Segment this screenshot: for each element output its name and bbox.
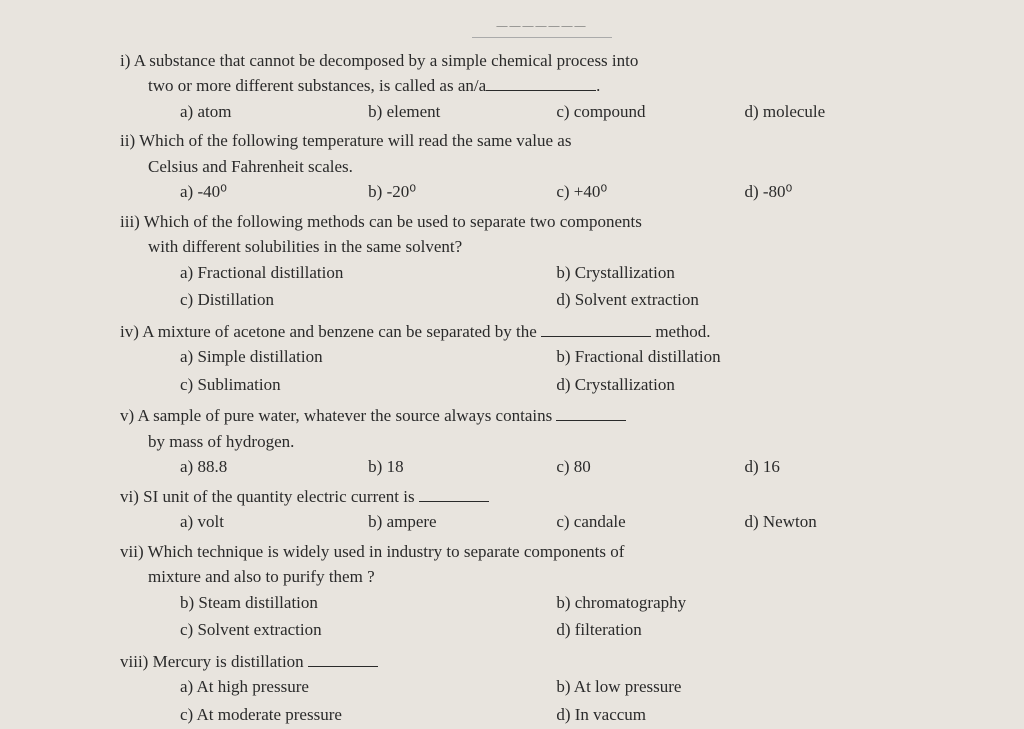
option-b[interactable]: b) Fractional distillation [556, 344, 932, 370]
option-d[interactable]: d) Solvent extraction [556, 287, 932, 313]
options: a) -40⁰ b) -20⁰ c) +40⁰ d) -80⁰ [120, 179, 964, 205]
option-c[interactable]: c) 80 [556, 454, 744, 480]
option-a[interactable]: a) Simple distillation [180, 344, 556, 370]
question-vi: vi) SI unit of the quantity electric cur… [120, 484, 964, 535]
q-text-line2: by mass of hydrogen. [148, 432, 294, 451]
q-num: viii) [120, 652, 148, 671]
option-b[interactable]: b) -20⁰ [368, 179, 556, 205]
question-vii: vii) Which technique is widely used in i… [120, 539, 964, 645]
q-text-line2: two or more different substances, is cal… [148, 76, 486, 95]
option-d[interactable]: d) Newton [744, 509, 932, 535]
option-a[interactable]: a) Fractional distillation [180, 260, 556, 286]
q-trailing: method. [655, 322, 710, 341]
options: a) Fractional distillation b) Crystalliz… [120, 260, 964, 315]
q-text-line2: with different solubilities in the same … [148, 237, 462, 256]
q-num: i) [120, 51, 130, 70]
option-d[interactable]: d) -80⁰ [744, 179, 932, 205]
option-c[interactable]: c) Distillation [180, 287, 556, 313]
blank [486, 74, 596, 91]
option-c[interactable]: c) Solvent extraction [180, 617, 556, 643]
option-d[interactable]: d) molecule [744, 99, 932, 125]
option-a[interactable]: a) 88.8 [180, 454, 368, 480]
option-d[interactable]: d) Crystallization [556, 372, 932, 398]
option-c[interactable]: c) compound [556, 99, 744, 125]
q-text-line1: A mixture of acetone and benzene can be … [142, 322, 537, 341]
question-viii: viii) Mercury is distillation a) At high… [120, 649, 964, 729]
options: a) 88.8 b) 18 c) 80 d) 16 [120, 454, 964, 480]
q-num: vii) [120, 542, 144, 561]
option-a[interactable]: a) atom [180, 99, 368, 125]
q-text-line1: A substance that cannot be decomposed by… [134, 51, 639, 70]
option-c[interactable]: c) candale [556, 509, 744, 535]
option-b[interactable]: b) Crystallization [556, 260, 932, 286]
option-c[interactable]: c) Sublimation [180, 372, 556, 398]
q-trailing: . [596, 76, 600, 95]
options: a) atom b) element c) compound d) molecu… [120, 99, 964, 125]
q-num: ii) [120, 131, 135, 150]
option-c[interactable]: c) +40⁰ [556, 179, 744, 205]
question-v: v) A sample of pure water, whatever the … [120, 403, 964, 480]
header-artifact: ——————— [472, 18, 612, 38]
blank [419, 485, 489, 502]
question-iii: iii) Which of the following methods can … [120, 209, 964, 315]
q-num: iv) [120, 322, 139, 341]
blank [556, 404, 626, 421]
options: a) At high pressure b) At low pressure c… [120, 674, 964, 729]
option-b[interactable]: b) At low pressure [556, 674, 932, 700]
option-d[interactable]: d) filteration [556, 617, 932, 643]
q-text-line1: Which technique is widely used in indust… [148, 542, 625, 561]
option-a[interactable]: b) Steam distillation [180, 590, 556, 616]
option-b[interactable]: b) ampere [368, 509, 556, 535]
q-num: v) [120, 406, 134, 425]
q-text-line1: Which of the following temperature will … [139, 131, 571, 150]
q-text-line2: Celsius and Fahrenheit scales. [148, 157, 353, 176]
options: a) Simple distillation b) Fractional dis… [120, 344, 964, 399]
options: b) Steam distillation b) chromatography … [120, 590, 964, 645]
q-text-line2: mixture and also to purify them ? [148, 567, 375, 586]
option-d[interactable]: d) 16 [744, 454, 932, 480]
q-num: vi) [120, 487, 139, 506]
option-a[interactable]: a) At high pressure [180, 674, 556, 700]
options: a) volt b) ampere c) candale d) Newton [120, 509, 964, 535]
question-i: i) A substance that cannot be decomposed… [120, 48, 964, 125]
option-a[interactable]: a) volt [180, 509, 368, 535]
q-text-line1: A sample of pure water, whatever the sou… [137, 406, 552, 425]
option-c[interactable]: c) At moderate pressure [180, 702, 556, 728]
blank [308, 650, 378, 667]
option-b[interactable]: b) element [368, 99, 556, 125]
option-b[interactable]: b) 18 [368, 454, 556, 480]
option-d[interactable]: d) In vaccum [556, 702, 932, 728]
blank [541, 320, 651, 337]
q-text-line1: Mercury is distillation [153, 652, 304, 671]
q-text-line1: Which of the following methods can be us… [144, 212, 642, 231]
option-b[interactable]: b) chromatography [556, 590, 932, 616]
option-a[interactable]: a) -40⁰ [180, 179, 368, 205]
q-text-line1: SI unit of the quantity electric current… [143, 487, 414, 506]
question-ii: ii) Which of the following temperature w… [120, 128, 964, 205]
q-num: iii) [120, 212, 140, 231]
question-iv: iv) A mixture of acetone and benzene can… [120, 319, 964, 400]
